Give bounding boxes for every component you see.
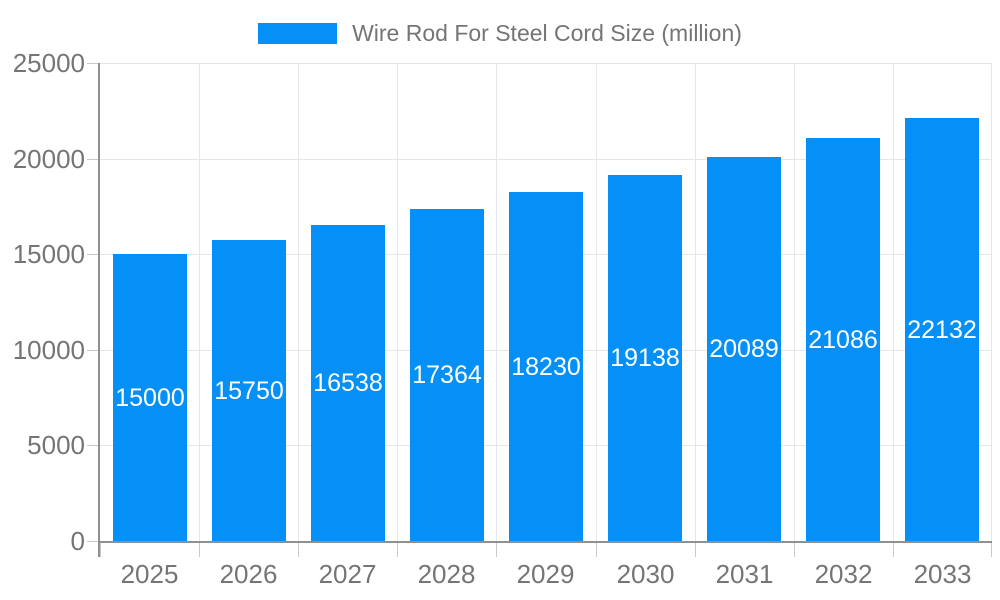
x-axis-tick [596, 543, 597, 557]
v-gridline [695, 63, 696, 541]
x-axis-tick [496, 543, 497, 557]
bar-value-label: 20089 [709, 335, 779, 363]
v-gridline [397, 63, 398, 541]
x-axis-tick [397, 543, 398, 557]
x-axis-label: 2028 [417, 559, 476, 589]
y-axis-label: 15000 [12, 239, 85, 269]
bar-2031[interactable]: 20089 [707, 157, 781, 541]
x-axis-label: 2031 [715, 559, 774, 589]
y-axis-tick [87, 63, 100, 64]
bar-2027[interactable]: 16538 [311, 225, 385, 541]
v-gridline [298, 63, 299, 541]
y-axis-label: 25000 [12, 48, 85, 78]
y-axis-tick [87, 541, 100, 542]
bar-2032[interactable]: 21086 [806, 138, 880, 541]
bar-2026[interactable]: 15750 [212, 240, 286, 541]
bar-2029[interactable]: 18230 [509, 192, 583, 541]
x-axis-tick [991, 543, 992, 557]
v-gridline [199, 63, 200, 541]
bar-value-label: 15750 [214, 376, 284, 405]
y-axis-label: 20000 [12, 144, 85, 174]
v-gridline [991, 63, 992, 541]
plot-area: 15000 15750 16538 17364 18230 19138 20089 21086… [100, 63, 992, 541]
x-axis-label: 2032 [814, 559, 873, 589]
v-gridline [496, 63, 497, 541]
bar-value-label: 18230 [511, 352, 581, 381]
y-axis-tick [87, 159, 100, 160]
y-axis-tick [87, 445, 100, 446]
h-gridline [100, 63, 992, 64]
x-axis-label: 2033 [913, 559, 972, 589]
y-axis-line [98, 63, 100, 557]
chart-legend: Wire Rod For Steel Cord Size (million) [0, 20, 1000, 47]
x-axis-tick [695, 543, 696, 557]
bar-2025[interactable]: 15000 [113, 254, 187, 541]
bar-2028[interactable]: 17364 [410, 209, 484, 541]
y-axis-tick [87, 350, 100, 351]
v-gridline [893, 63, 894, 541]
h-gridline [100, 159, 992, 160]
x-axis-label: 2026 [219, 559, 278, 589]
x-axis-tick [794, 543, 795, 557]
legend-swatch [258, 23, 338, 44]
x-axis-label: 2029 [516, 559, 575, 589]
y-axis-label: 10000 [12, 335, 85, 365]
y-axis-label: 5000 [27, 430, 85, 460]
x-axis-label: 2030 [616, 559, 675, 589]
bar-value-label: 19138 [610, 344, 680, 372]
x-axis-tick [893, 543, 894, 557]
x-axis-tick [100, 543, 101, 557]
y-axis-tick [87, 254, 100, 255]
bar-value-label: 16538 [313, 369, 383, 397]
bar-2033[interactable]: 22132 [905, 118, 979, 541]
bar-2030[interactable]: 19138 [608, 175, 682, 541]
bar-value-label: 22132 [907, 315, 977, 344]
x-axis-tick [298, 543, 299, 557]
y-axis-label: 0 [70, 526, 85, 556]
v-gridline [596, 63, 597, 541]
bar-value-label: 21086 [808, 325, 878, 354]
bar-value-label: 15000 [115, 383, 185, 412]
legend-title: Wire Rod For Steel Cord Size (million) [352, 20, 742, 46]
v-gridline [794, 63, 795, 541]
x-axis-line [98, 541, 992, 543]
bar-value-label: 17364 [412, 361, 482, 389]
x-axis-label: 2025 [120, 559, 179, 589]
x-axis-tick [199, 543, 200, 557]
x-axis-label: 2027 [318, 559, 377, 589]
